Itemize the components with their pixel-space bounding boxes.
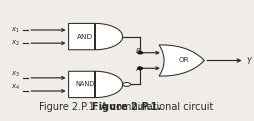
Polygon shape [68,71,122,98]
Text: AND: AND [76,34,93,40]
Circle shape [137,67,142,69]
Text: $B$: $B$ [135,46,141,55]
Text: $x_2$: $x_2$ [11,39,20,48]
Text: Figure 2.P.1. A combinational circuit: Figure 2.P.1. A combinational circuit [39,102,213,112]
Circle shape [122,83,130,86]
Polygon shape [158,45,203,76]
Text: Figure 2.P.1.: Figure 2.P.1. [91,102,160,112]
Text: $A$: $A$ [135,64,141,73]
Text: $x_3$: $x_3$ [11,70,20,79]
Text: $Y$: $Y$ [245,55,252,66]
Text: $x_1$: $x_1$ [11,25,20,35]
Circle shape [137,52,142,54]
Text: NAND: NAND [75,81,94,87]
Text: $x_4$: $x_4$ [11,83,20,92]
Polygon shape [68,23,122,50]
Text: OR: OR [178,57,189,64]
